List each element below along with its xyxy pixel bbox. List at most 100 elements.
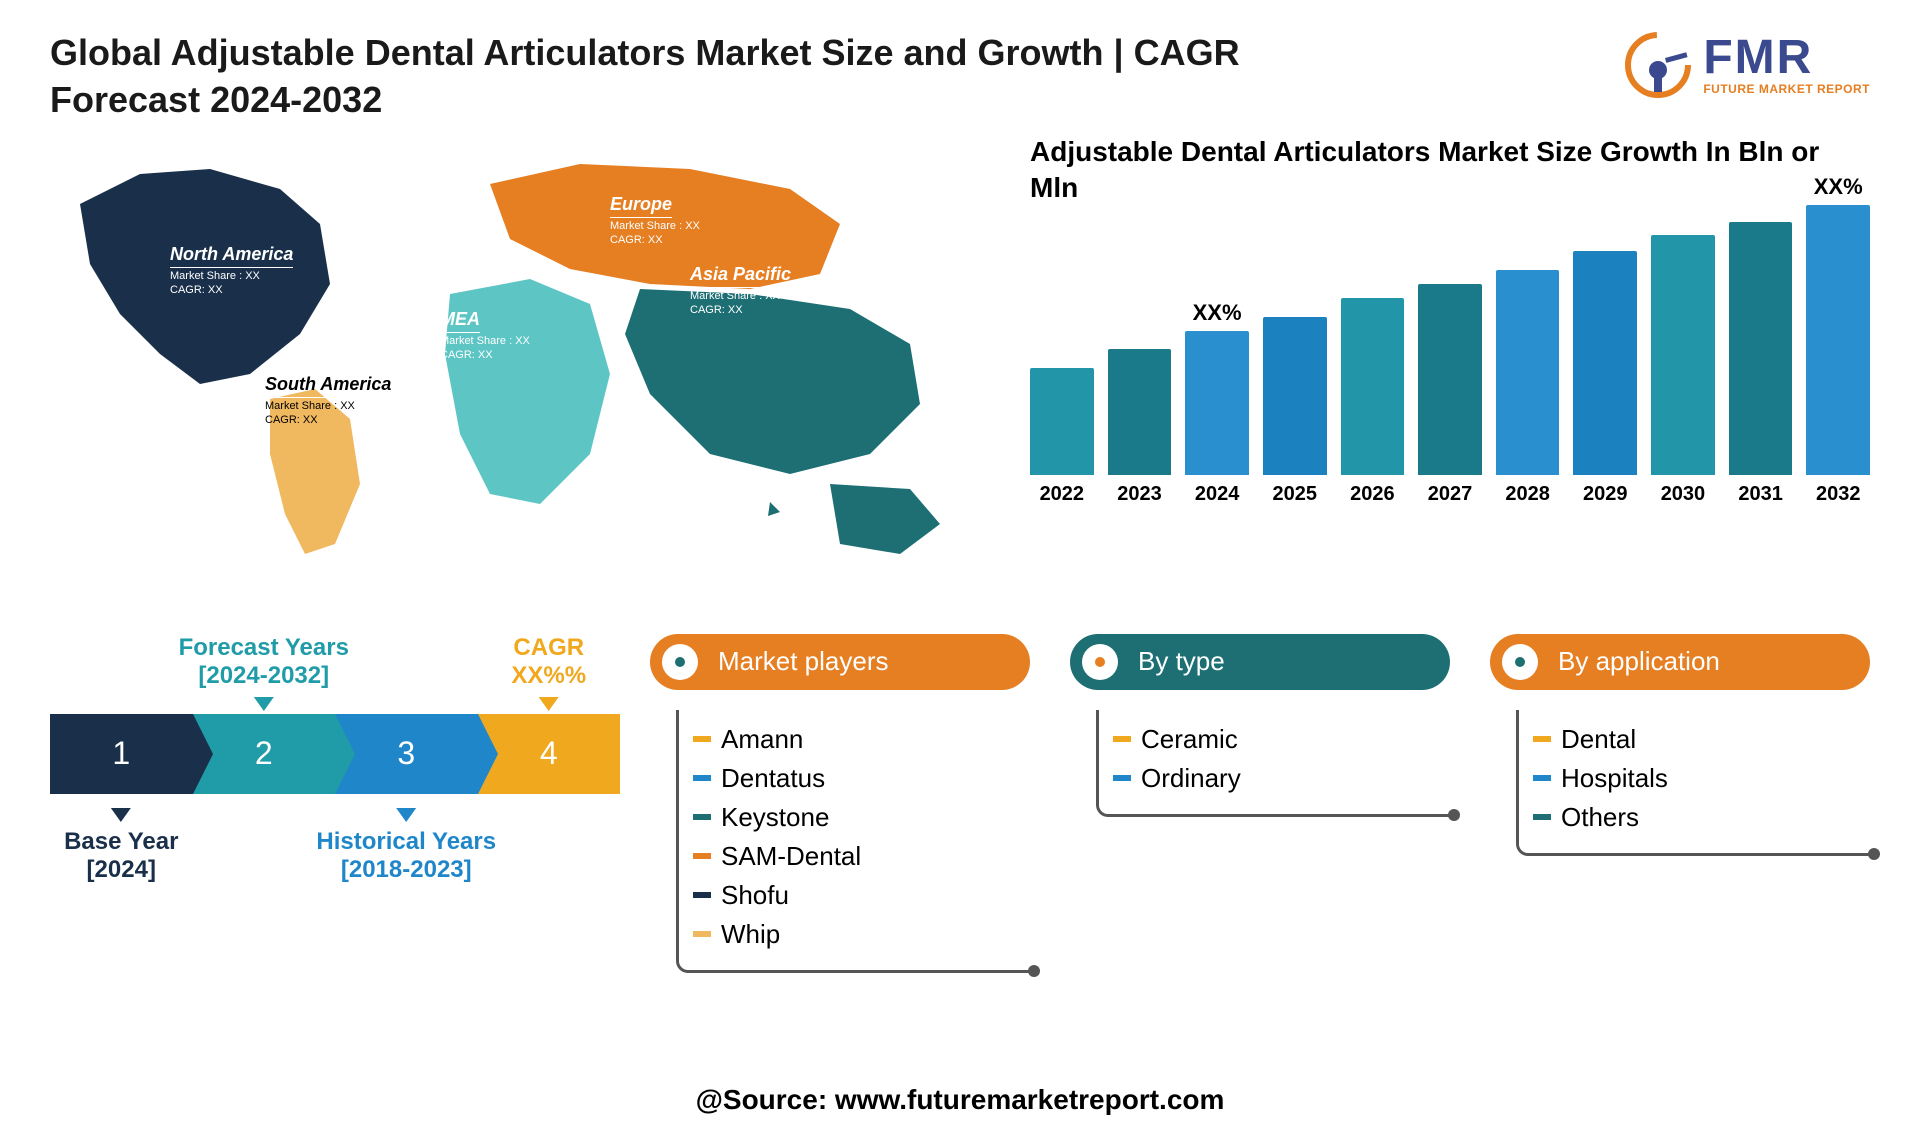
bar-annotation: XX% (1193, 300, 1242, 326)
bar (1108, 349, 1172, 475)
timeline-label-line2: XX%% (511, 662, 586, 691)
region-name: Europe (610, 194, 672, 218)
header: Global Adjustable Dental Articulators Ma… (50, 30, 1870, 124)
bullet-icon (693, 892, 711, 898)
segment-column-market-players: Market players AmannDentatusKeystoneSAM-… (650, 634, 1030, 973)
list-item: Dentatus (693, 759, 1030, 798)
bullet-icon (1533, 814, 1551, 820)
region-share: Market Share : XX (440, 335, 530, 347)
timeline-label: Forecast Years[2024-2032] (179, 634, 349, 712)
region-name: MEA (440, 309, 480, 333)
top-section: North America Market Share : XX CAGR: XX… (50, 134, 1870, 574)
region-share: Market Share : XX (170, 270, 293, 282)
region-cagr: CAGR: XX (170, 284, 293, 296)
bar (1341, 298, 1405, 475)
region-cagr: CAGR: XX (690, 304, 791, 316)
bullet-icon (693, 853, 711, 859)
bar-col-2023: 2023 (1108, 349, 1172, 506)
bar (1729, 222, 1793, 476)
list-item: Dental (1533, 720, 1870, 759)
dot-icon (1502, 644, 1538, 680)
region-label-north-america: North America Market Share : XX CAGR: XX (170, 244, 293, 296)
bar (1496, 270, 1560, 475)
timeline-label-line2: [2018-2023] (316, 856, 496, 885)
bullet-icon (1113, 736, 1131, 742)
region-cagr: CAGR: XX (610, 234, 700, 246)
region-label-asia-pacific: Asia Pacific Market Share : XX CAGR: XX (690, 264, 791, 316)
list-item: Shofu (693, 876, 1030, 915)
bar-chart: Adjustable Dental Articulators Market Si… (1010, 134, 1870, 574)
triangle-down-icon (539, 697, 559, 711)
dot-icon (1082, 644, 1118, 680)
timeline-label: Historical Years[2018-2023] (316, 804, 496, 886)
timeline-segment-1: 1 (50, 714, 193, 794)
list-item: Ceramic (1113, 720, 1450, 759)
triangle-down-icon (111, 808, 131, 822)
bar-year-label: 2027 (1428, 483, 1473, 506)
bar-col-2022: 2022 (1030, 368, 1094, 506)
timeline-label-line2: [2024] (64, 856, 178, 885)
source-attribution: @Source: www.futuremarketreport.com (696, 1084, 1225, 1116)
list-item: Ordinary (1113, 759, 1450, 798)
logo-text-block: FMR FUTURE MARKET REPORT (1703, 34, 1870, 96)
segment-title: By application (1558, 646, 1720, 677)
segment-column-by-type: By type CeramicOrdinary (1070, 634, 1450, 973)
bottom-section: Forecast Years[2024-2032]CAGRXX%% 1234 B… (50, 634, 1870, 973)
bar-year-label: 2026 (1350, 483, 1395, 506)
segment-header: Market players (650, 634, 1030, 690)
timeline-segment-2: 2 (193, 714, 336, 794)
bar-year-label: 2032 (1816, 483, 1861, 506)
timeline-segment-4: 4 (478, 714, 621, 794)
region-label-europe: Europe Market Share : XX CAGR: XX (610, 194, 700, 246)
region-share: Market Share : XX (265, 400, 391, 412)
timeline-label-line1: CAGR (511, 634, 586, 663)
region-name: Asia Pacific (690, 264, 791, 288)
bar (1030, 368, 1094, 475)
page-title: Global Adjustable Dental Articulators Ma… (50, 30, 1250, 124)
timeline-label: CAGRXX%% (511, 634, 586, 712)
logo-icon (1623, 30, 1693, 100)
segment-header: By type (1070, 634, 1450, 690)
timeline-label-line2: [2024-2032] (179, 662, 349, 691)
list-item: Whip (693, 915, 1030, 954)
timeline: Forecast Years[2024-2032]CAGRXX%% 1234 B… (50, 634, 620, 894)
segment-header: By application (1490, 634, 1870, 690)
bar (1806, 205, 1870, 476)
bar (1651, 235, 1715, 476)
list-item: Keystone (693, 798, 1030, 837)
bar-year-label: 2024 (1195, 483, 1240, 506)
list-item: Hospitals (1533, 759, 1870, 798)
bar-year-label: 2023 (1117, 483, 1162, 506)
list-item: Amann (693, 720, 1030, 759)
bar (1418, 284, 1482, 475)
segment-list: CeramicOrdinary (1096, 710, 1450, 817)
bar-col-2029: 2029 (1573, 251, 1637, 506)
chevron-right-icon (478, 714, 498, 794)
timeline-label-line1: Base Year (64, 828, 178, 857)
bullet-icon (1533, 775, 1551, 781)
bar-col-2025: 2025 (1263, 317, 1327, 507)
bar-col-2031: 2031 (1729, 222, 1793, 507)
bar (1263, 317, 1327, 476)
triangle-down-icon (254, 697, 274, 711)
world-map: North America Market Share : XX CAGR: XX… (50, 134, 970, 574)
timeline-label: Base Year[2024] (64, 804, 178, 886)
chart-title: Adjustable Dental Articulators Market Si… (1030, 134, 1870, 207)
region-name: South America (265, 374, 391, 398)
bar-col-2032: 2032XX% (1806, 205, 1870, 507)
chevron-right-icon (335, 714, 355, 794)
logo: FMR FUTURE MARKET REPORT (1623, 30, 1870, 100)
bar-year-label: 2028 (1505, 483, 1550, 506)
bar-year-label: 2029 (1583, 483, 1628, 506)
bar (1573, 251, 1637, 475)
bar-col-2027: 2027 (1418, 284, 1482, 506)
bar-col-2024: 2024XX% (1185, 331, 1249, 507)
region-cagr: CAGR: XX (265, 414, 391, 426)
bullet-icon (693, 931, 711, 937)
dot-icon (662, 644, 698, 680)
segment-list: DentalHospitalsOthers (1516, 710, 1870, 856)
segment-column-by-application: By application DentalHospitalsOthers (1490, 634, 1870, 973)
region-label-mea: MEA Market Share : XX CAGR: XX (440, 309, 530, 361)
bullet-icon (693, 814, 711, 820)
segment-title: Market players (718, 646, 889, 677)
